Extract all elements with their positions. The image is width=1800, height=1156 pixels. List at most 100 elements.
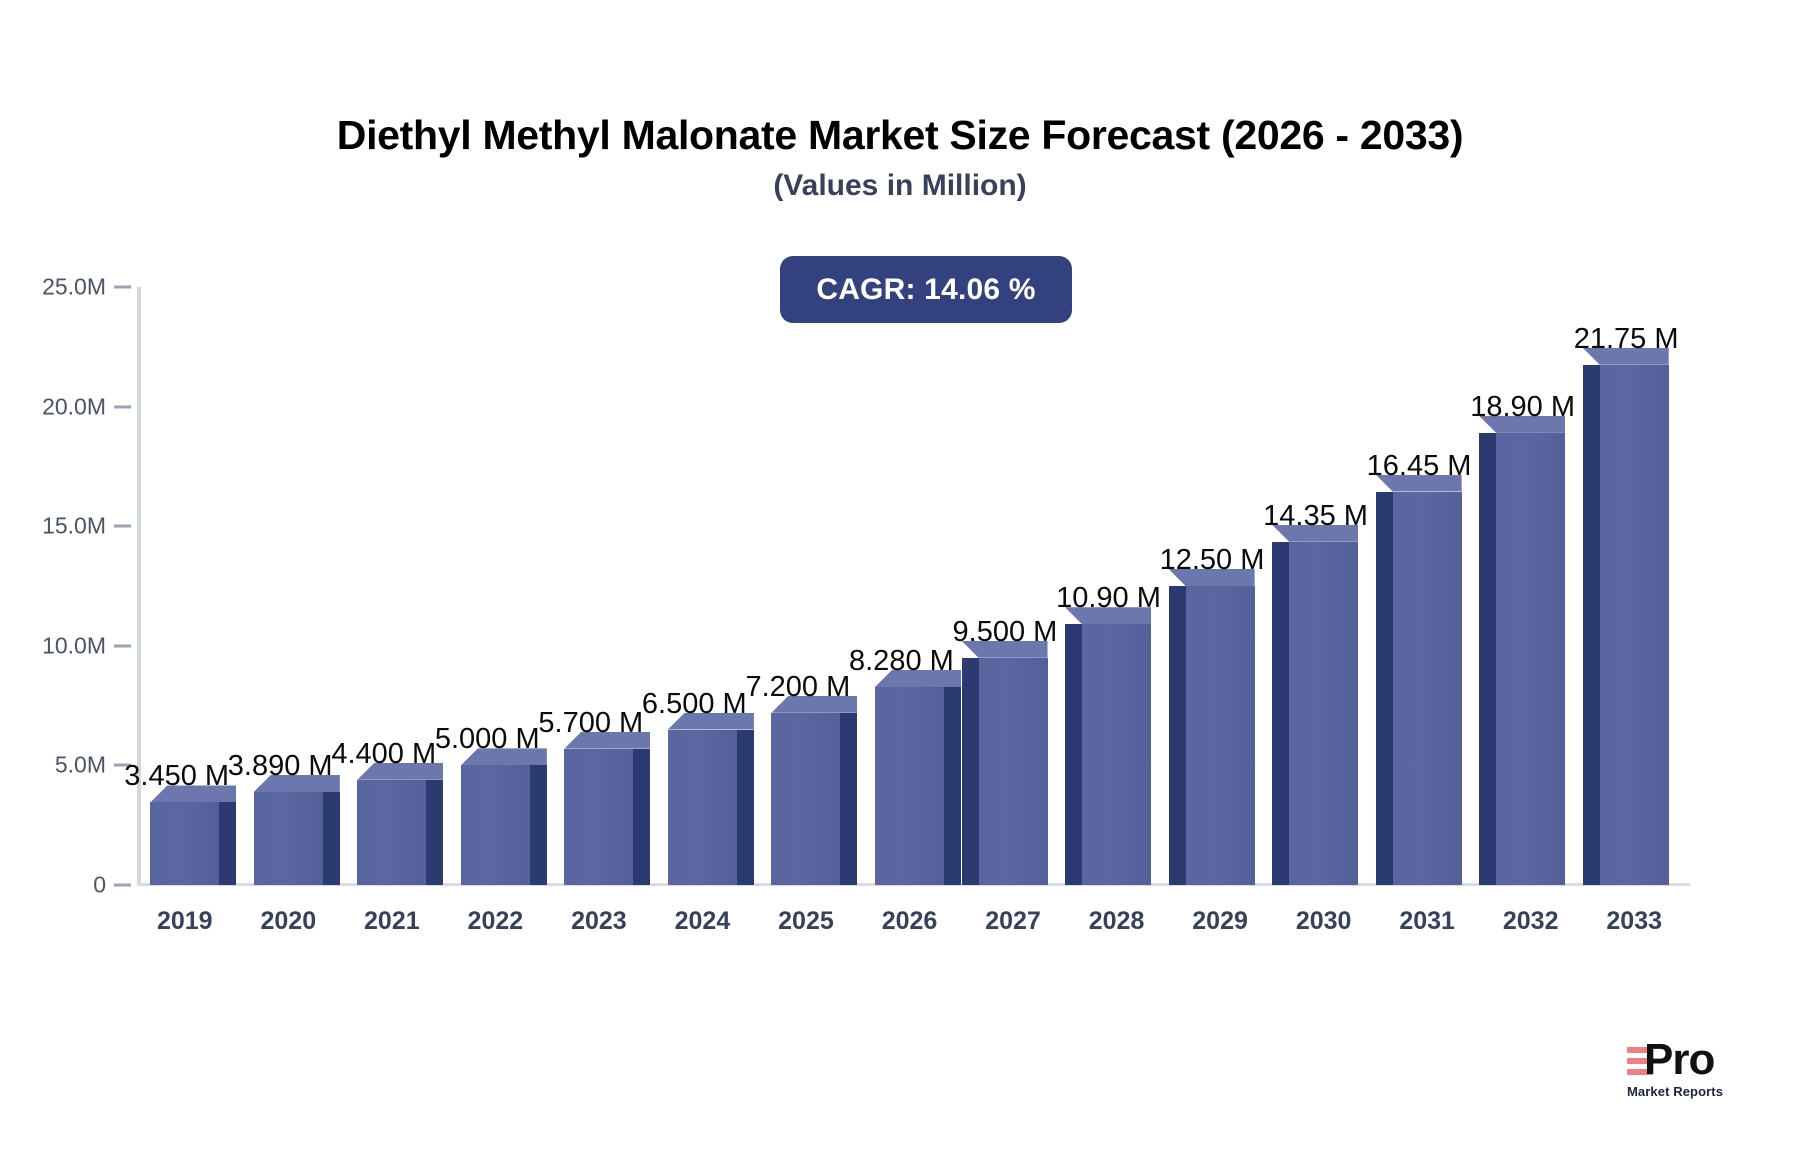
- bar-side-face: [633, 748, 651, 885]
- bar-column[interactable]: [137, 287, 1690, 885]
- bar-column[interactable]: [137, 287, 1690, 885]
- bar-top-face: [1168, 569, 1255, 586]
- x-tick-label: 2030: [1295, 907, 1352, 935]
- bar-top-face: [1272, 524, 1359, 542]
- bar-front-face: [1599, 364, 1669, 885]
- bar-top-face: [771, 695, 858, 713]
- bar-front-face: [667, 729, 737, 885]
- bar-top-face: [564, 731, 651, 749]
- bar-value-label: 3.890 M: [227, 749, 333, 782]
- y-tick-label: 15.0M: [42, 512, 106, 539]
- x-tick-label: 2032: [1502, 907, 1559, 935]
- bar-value-label: 8.280 M: [849, 644, 954, 677]
- bar-column[interactable]: [137, 287, 1690, 885]
- bar-value-label: 12.50 M: [1159, 544, 1265, 576]
- bar-side-face: [1375, 491, 1393, 885]
- cagr-badge: CAGR: 14.06 %: [780, 256, 1072, 323]
- bar-top-face: [961, 640, 1048, 658]
- x-tick-label: 2031: [1399, 907, 1455, 935]
- y-tick-mark: [114, 763, 131, 767]
- bar-column[interactable]: [137, 287, 1690, 885]
- bar-top-face: [667, 712, 754, 730]
- bar-side-face: [426, 779, 444, 885]
- logo-tagline: Market Reports: [1627, 1084, 1724, 1099]
- bar-value-label: 4.400 M: [331, 737, 437, 770]
- bar-side-face: [529, 765, 547, 885]
- bar-column[interactable]: [137, 287, 1690, 885]
- y-tick-label: 5.0M: [54, 751, 106, 778]
- bar-side-face: [1065, 624, 1083, 885]
- y-tick-label: 25.0M: [42, 273, 106, 300]
- bar-side-face: [219, 802, 237, 885]
- bar-column[interactable]: [137, 287, 1690, 885]
- bar-front-face: [253, 791, 323, 885]
- x-tick-label: 2026: [881, 907, 938, 935]
- bar-series: [137, 287, 1690, 885]
- bar-front-face: [460, 765, 530, 885]
- bar-side-face: [322, 791, 340, 885]
- bar-column[interactable]: [137, 287, 1690, 885]
- bar-column[interactable]: [137, 287, 1690, 885]
- bar-column[interactable]: [137, 287, 1690, 885]
- logo-stripes-icon: [1627, 1047, 1655, 1081]
- y-tick-mark: [114, 405, 131, 409]
- y-axis-line: [137, 287, 141, 885]
- bar-top-face: [1065, 607, 1152, 625]
- bar-value-label: 10.90 M: [1056, 582, 1161, 615]
- bar-side-face: [944, 686, 961, 885]
- y-tick-label: 10.0M: [42, 632, 106, 659]
- bar-front-face: [1496, 432, 1566, 885]
- bar-front-face: [1289, 541, 1359, 885]
- bar-value-label: 21.75 M: [1573, 322, 1679, 355]
- y-tick-label: 20.0M: [42, 393, 106, 420]
- bar-top-face: [253, 774, 340, 792]
- bar-top-face: [460, 748, 547, 766]
- bar-front-face: [875, 686, 944, 885]
- bar-top-face: [1375, 474, 1462, 492]
- bar-side-face: [1272, 541, 1290, 885]
- x-tick-label: 2024: [674, 907, 731, 935]
- page-subtitle: (Values in Million): [773, 169, 1027, 202]
- bar-front-face: [1392, 491, 1462, 885]
- page-title: Diethyl Methyl Malonate Market Size Fore…: [336, 112, 1464, 158]
- y-tick-mark: [114, 524, 131, 528]
- y-tick-mark: [114, 883, 131, 887]
- x-tick-label: 2022: [467, 907, 524, 935]
- bar-front-face: [771, 712, 841, 885]
- x-tick-label: 2021: [364, 907, 420, 935]
- bar-front-face: [978, 657, 1048, 885]
- x-tick-label: 2023: [571, 907, 627, 935]
- bar-column[interactable]: [137, 287, 1690, 885]
- x-tick-label: 2027: [985, 907, 1041, 935]
- x-tick-label: 2033: [1606, 907, 1663, 935]
- bar-side-face: [736, 729, 754, 885]
- bar-front-face: [357, 779, 427, 885]
- bar-front-face: [1082, 624, 1152, 885]
- bar-value-label: 14.35 M: [1263, 499, 1368, 532]
- bar-column[interactable]: [137, 287, 1690, 885]
- bar-column[interactable]: [137, 287, 1690, 885]
- x-tick-label: 2028: [1088, 907, 1145, 935]
- bar-front-face: [564, 748, 634, 885]
- bar-value-label: 6.500 M: [641, 687, 747, 720]
- bar-top-face: [1479, 415, 1566, 433]
- bar-value-label: 9.500 M: [952, 615, 1058, 648]
- bar-column[interactable]: [137, 287, 1690, 885]
- bar-column[interactable]: [137, 287, 1690, 885]
- logo-name: Pro: [1644, 1035, 1715, 1084]
- x-tick-label: 2019: [156, 907, 213, 935]
- bar-front-face: [1185, 586, 1255, 885]
- bar-column[interactable]: [137, 287, 1690, 885]
- brand-logo: Pro Market Reports: [1627, 1035, 1775, 1103]
- bar-side-face: [1479, 432, 1497, 885]
- y-tick-label: 0: [93, 871, 106, 898]
- bar-side-face: [840, 712, 858, 885]
- y-tick-mark: [114, 644, 131, 648]
- bar-value-label: 18.90 M: [1470, 390, 1575, 423]
- x-tick-label: 2029: [1192, 907, 1248, 935]
- bar-top-face: [150, 785, 237, 803]
- bar-top-face: [357, 762, 444, 780]
- x-tick-label: 2025: [778, 907, 834, 935]
